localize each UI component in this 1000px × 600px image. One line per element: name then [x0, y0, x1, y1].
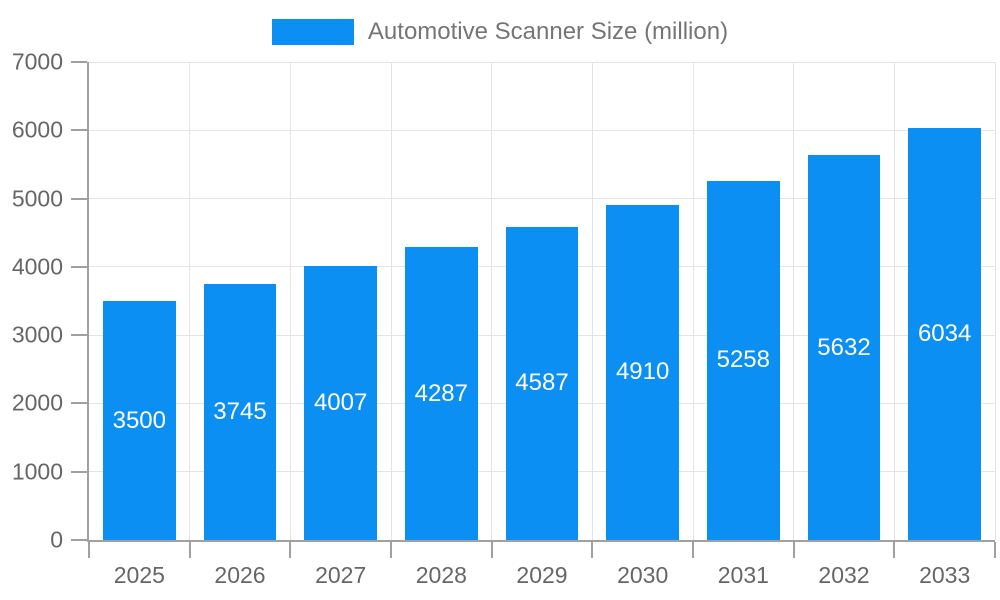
v-gridline	[591, 62, 593, 540]
v-gridline	[189, 62, 191, 540]
y-tick-label: 0	[50, 526, 63, 553]
x-tick-label: 2032	[818, 562, 870, 588]
x-tick-label: 2031	[717, 562, 769, 588]
y-tick-label: 6000	[11, 116, 63, 143]
x-tick-label: 2026	[214, 562, 266, 588]
x-tick-mark	[188, 542, 191, 558]
x-tick-label: 2028	[415, 562, 467, 588]
x-tick-mark	[88, 542, 90, 558]
legend-label: Automotive Scanner Size (million)	[367, 18, 729, 45]
v-gridline	[994, 62, 996, 540]
v-gridline	[793, 62, 795, 540]
bar: 5632	[807, 155, 881, 540]
x-tick-mark	[692, 542, 694, 558]
v-gridline	[692, 62, 694, 540]
y-tick-label: 4000	[11, 253, 63, 280]
plot-area: 0 1000 2000 3000 4000 5000 6000 7000 2025 3500 202…	[12, 50, 996, 587]
bar-value-label: 5632	[817, 333, 871, 361]
bar: 5258	[706, 180, 780, 540]
x-tick-label: 2025	[113, 562, 165, 588]
x-tick-label: 2027	[315, 562, 367, 588]
bar-value-label: 6034	[917, 319, 972, 347]
bar: 3500	[102, 301, 176, 540]
bar: 4007	[304, 266, 378, 540]
bar: 6034	[908, 127, 982, 540]
v-gridline	[390, 62, 392, 540]
y-tick-mark	[71, 129, 87, 132]
v-gridline	[289, 62, 291, 540]
y-tick-label: 3000	[11, 321, 63, 348]
x-tick-mark	[994, 542, 996, 558]
y-tick-mark	[71, 61, 87, 63]
bar-value-label: 3745	[213, 398, 267, 426]
x-tick-mark	[390, 542, 392, 558]
legend-swatch	[271, 19, 354, 45]
y-tick-mark	[71, 265, 87, 268]
x-tick-mark	[792, 542, 795, 558]
bar-value-label: 4910	[615, 358, 670, 386]
bar: 3745	[203, 284, 277, 540]
x-tick-mark	[893, 542, 896, 558]
bar: 4287	[404, 247, 478, 540]
h-gridline	[89, 198, 995, 200]
y-tick-label: 7000	[11, 48, 63, 75]
v-gridline	[893, 62, 895, 540]
y-tick-label: 5000	[11, 185, 63, 212]
y-tick-label: 1000	[11, 458, 63, 485]
bar-value-label: 5258	[716, 346, 770, 374]
y-tick-mark	[71, 539, 87, 541]
bar: 4587	[505, 226, 579, 540]
x-tick-label: 2030	[617, 562, 669, 588]
bar: 4910	[606, 204, 680, 540]
bar-value-label: 4287	[414, 379, 468, 407]
y-tick-mark	[71, 402, 87, 405]
x-tick-mark	[591, 542, 594, 558]
v-gridline	[491, 62, 493, 540]
y-tick-mark	[71, 470, 87, 473]
legend: Automotive Scanner Size (million)	[0, 16, 1000, 48]
y-tick-mark	[71, 197, 87, 200]
h-gridline	[89, 61, 995, 63]
y-tick-label: 2000	[11, 389, 63, 416]
x-tick-mark	[490, 542, 493, 558]
x-tick-label: 2029	[516, 562, 568, 588]
bar-value-label: 3500	[112, 406, 166, 434]
y-tick-mark	[71, 334, 87, 337]
h-gridline	[89, 129, 995, 131]
x-tick-mark	[289, 542, 292, 558]
bar-value-label: 4007	[313, 389, 368, 417]
bar-value-label: 4587	[515, 369, 569, 397]
x-tick-label: 2033	[919, 562, 971, 588]
